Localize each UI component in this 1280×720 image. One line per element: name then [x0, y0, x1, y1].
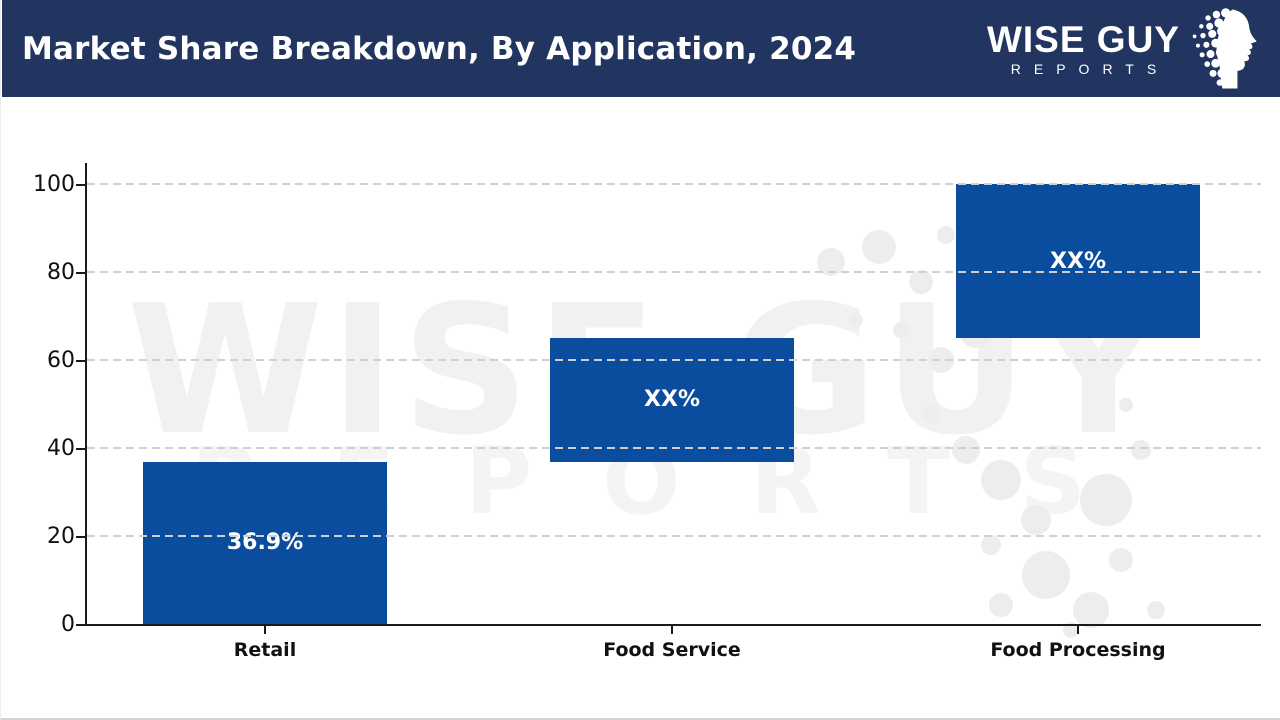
- wiseguy-logo: WISE GUY REPORTS: [987, 5, 1266, 93]
- bar-value-label: 36.9%: [226, 530, 304, 556]
- logo-subtitle: REPORTS: [1010, 61, 1170, 77]
- bar-food-service: XX%: [550, 338, 794, 462]
- dotted-face-profile-icon: [1192, 7, 1257, 88]
- page-title: Market Share Breakdown, By Application, …: [22, 30, 857, 67]
- logo-wordmark: WISE GUY: [986, 19, 1180, 60]
- bar-retail: 36.9%: [143, 461, 387, 624]
- header-bar: Market Share Breakdown, By Application, …: [2, 0, 1280, 97]
- bar-food-processing: XX%: [956, 184, 1200, 338]
- bar-value-label: XX%: [644, 387, 700, 413]
- bar-value-label: XX%: [1050, 248, 1106, 274]
- wiseguy-logo-text: WISE GUY REPORTS: [987, 21, 1180, 76]
